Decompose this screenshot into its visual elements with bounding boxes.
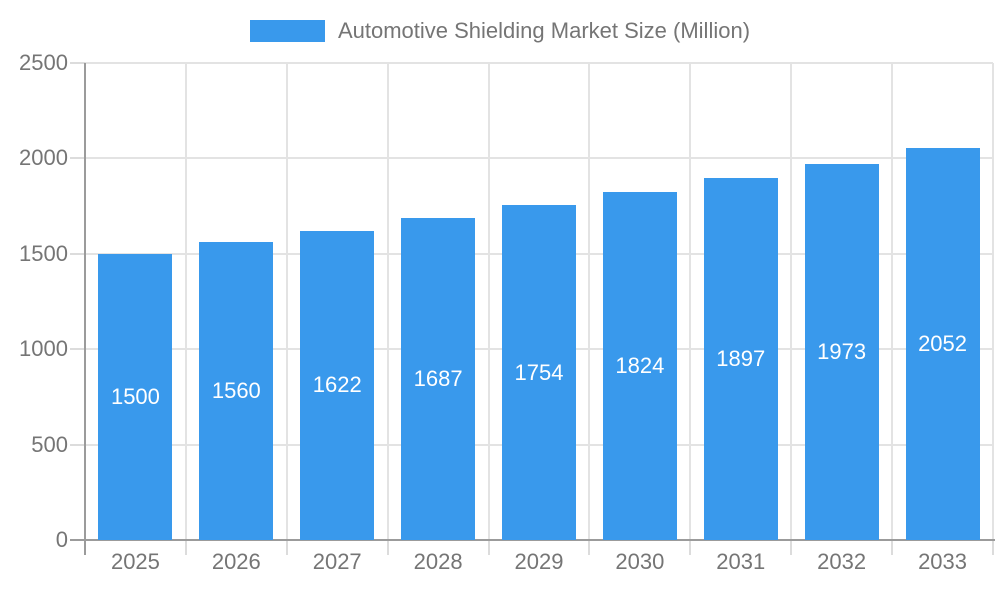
bar[interactable] [199,242,274,540]
x-axis-tick [285,540,288,555]
x-axis-tick [588,540,591,555]
v-gridline [689,63,692,540]
x-tick-label: 2025 [110,549,160,574]
y-tick-label: 2000 [19,145,68,171]
x-tick-label: 2030 [615,549,665,574]
x-axis-tick [184,540,187,555]
bar[interactable] [98,253,173,540]
bar[interactable] [804,163,879,540]
y-axis-tick [70,252,85,255]
v-gridline [790,63,793,540]
bar[interactable] [905,148,980,540]
x-tick-label: 2029 [514,549,564,574]
x-axis-tick [487,540,490,555]
y-tick-label: 1000 [19,336,68,362]
legend-swatch-icon [249,20,325,42]
v-gridline [386,63,389,540]
x-tick-label: 2028 [413,549,463,574]
x-axis-tick [790,540,793,555]
legend-label: Automotive Shielding Market Size (Millio… [337,18,751,43]
h-gridline [85,62,993,64]
v-gridline [487,63,490,540]
y-tick-label: 500 [31,431,68,457]
bar[interactable] [502,205,576,540]
y-tick-label: 1500 [19,240,68,266]
y-axis-tick [70,62,85,64]
h-gridline [85,157,993,160]
y-axis-line [84,63,86,555]
y-axis-tick [70,157,85,160]
y-axis-tick [70,443,85,446]
y-tick-label: 0 [55,527,68,552]
v-gridline [891,63,894,540]
x-tick-label: 2033 [918,549,968,574]
bar[interactable] [703,178,778,540]
v-gridline [588,63,591,540]
x-axis-line [70,539,995,541]
bar[interactable] [401,218,476,540]
v-gridline [992,63,994,540]
y-axis-tick [70,348,85,351]
x-tick-label: 2031 [716,549,766,574]
bar[interactable] [602,191,677,540]
legend-item[interactable]: Automotive Shielding Market Size (Millio… [249,18,751,44]
legend: Automotive Shielding Market Size (Millio… [0,18,1000,44]
x-axis-tick [891,540,894,555]
v-gridline [285,63,288,540]
x-axis-tick [992,540,994,555]
x-tick-label: 2026 [211,549,261,574]
bar[interactable] [300,230,375,540]
y-tick-label: 2500 [19,50,68,75]
x-tick-label: 2027 [312,549,362,574]
x-axis-tick [689,540,692,555]
x-axis-tick [386,540,389,555]
x-tick-label: 2032 [817,549,867,574]
v-gridline [184,63,187,540]
